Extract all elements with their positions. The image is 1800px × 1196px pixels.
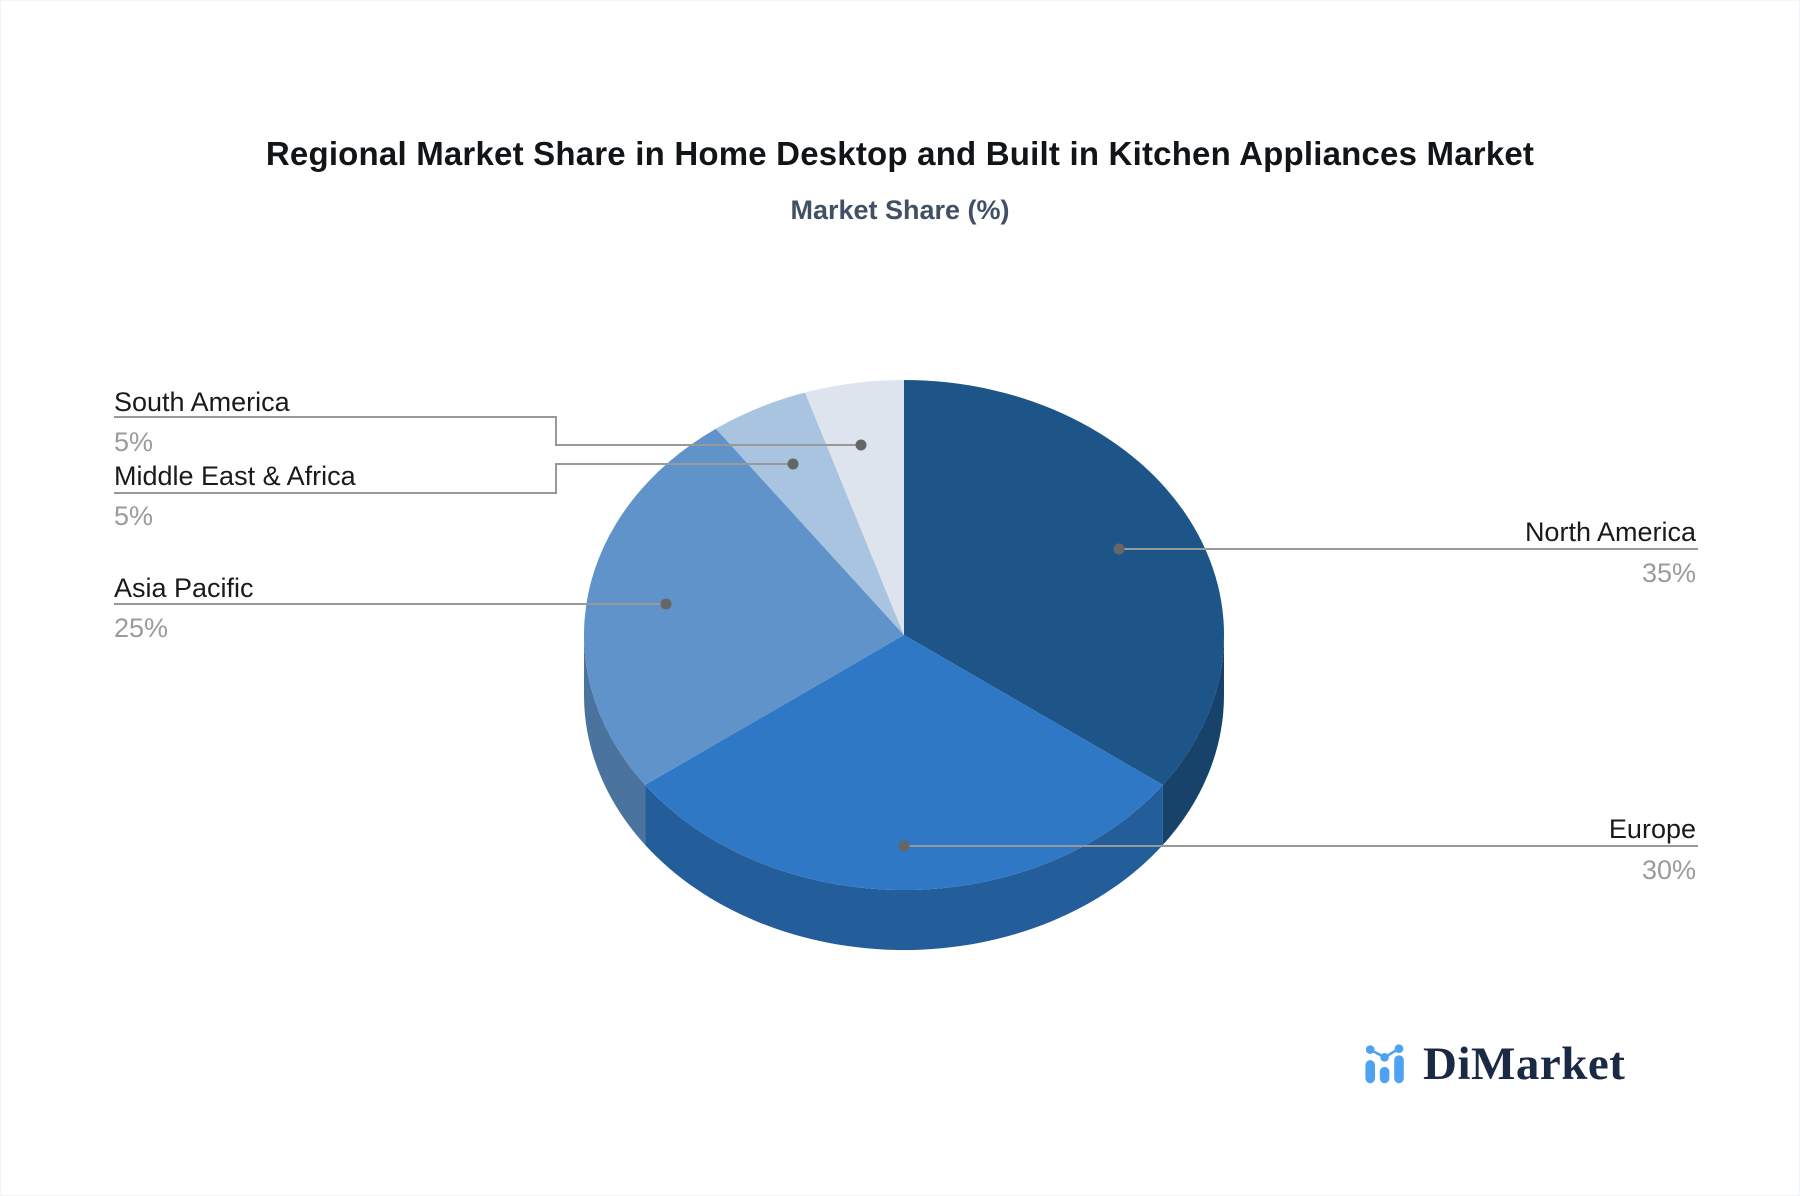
pie-slice-side xyxy=(584,635,646,845)
connector-dot-north-america xyxy=(1113,543,1125,555)
slice-label-asia-pacific: Asia Pacific xyxy=(114,573,254,603)
slice-label-north-america: North America xyxy=(1524,517,1696,547)
pie-slice-middle-east-africa[interactable] xyxy=(715,392,904,636)
slice-value-north-america: 35% xyxy=(1641,558,1696,588)
connector-south-america xyxy=(114,416,861,446)
pie-slices[interactable] xyxy=(583,380,1225,891)
connector-dot-europe xyxy=(898,840,910,852)
chart-title: Regional Market Share in Home Desktop an… xyxy=(265,135,1535,172)
slice-label-south-america: South America xyxy=(114,387,290,417)
pie-slice-europe[interactable] xyxy=(645,635,1163,891)
connector-dot-south-america xyxy=(855,439,867,451)
pie-slice-asia-pacific[interactable] xyxy=(583,428,904,785)
brand-logo: DiMarket xyxy=(1363,1041,1625,1088)
slice-value-europe: 30% xyxy=(1641,855,1696,885)
connector-dot-middle-east-africa xyxy=(787,458,799,470)
slice-value-middle-east-africa: 5% xyxy=(114,501,154,531)
connector-dot-asia-pacific xyxy=(660,598,672,610)
label-connectors xyxy=(114,416,1698,852)
bar-and-line-chart-icon xyxy=(1365,1044,1404,1084)
pie-slice-north-america[interactable] xyxy=(904,380,1225,785)
slice-label-europe: Europe xyxy=(1608,814,1696,844)
slice-value-south-america: 5% xyxy=(114,427,154,457)
slice-value-asia-pacific: 25% xyxy=(114,613,169,643)
pie-slice-side xyxy=(645,784,1163,951)
pie-3d-sides xyxy=(584,635,1224,951)
pie-slice-south-america[interactable] xyxy=(805,380,904,635)
slice-label-middle-east-africa: Middle East & Africa xyxy=(114,461,356,491)
pie-slice-side xyxy=(1162,635,1224,845)
connector-middle-east-africa xyxy=(114,463,793,494)
brand-logo-text: DiMarket xyxy=(1423,1038,1626,1090)
chart-subtitle: Market Share (%) xyxy=(790,195,1010,225)
